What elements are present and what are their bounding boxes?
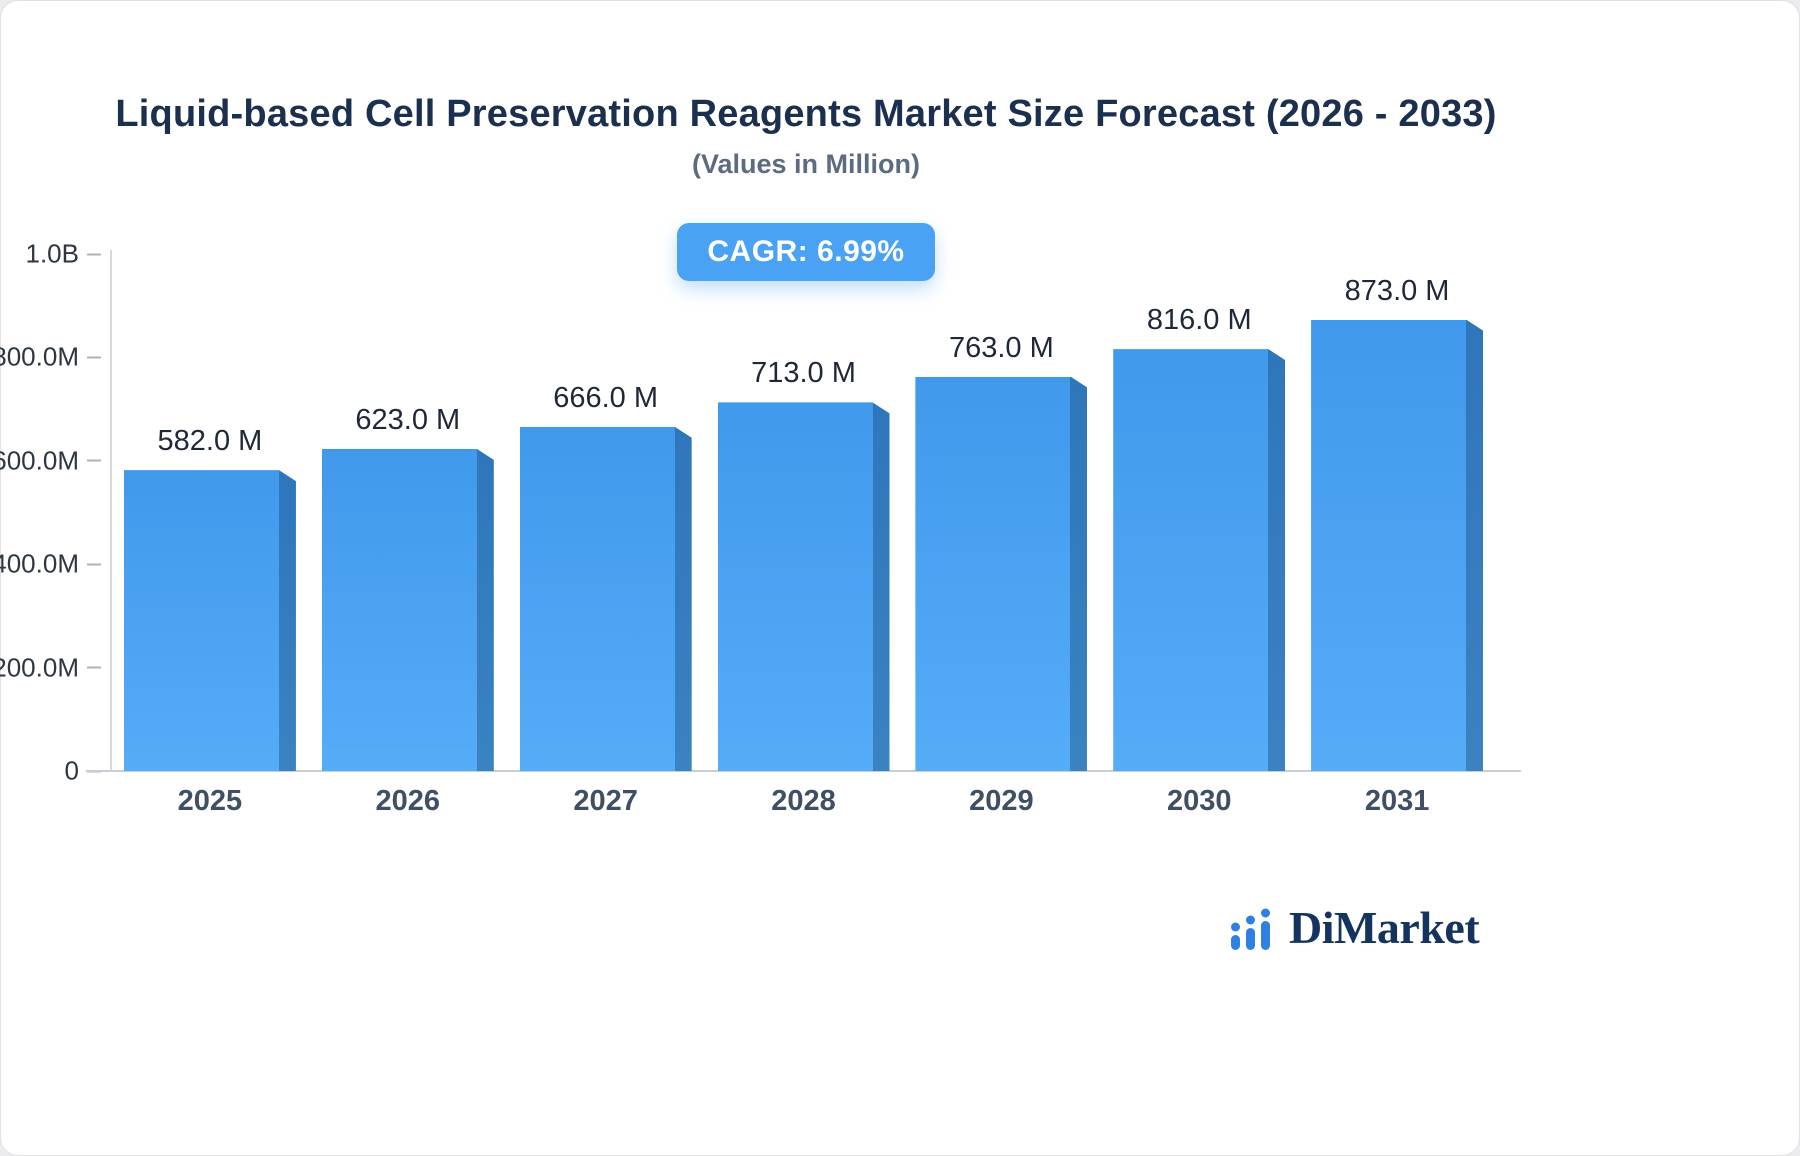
x-axis-label-2028: 2028 <box>771 785 836 817</box>
y-tick-mark <box>87 563 101 566</box>
y-tick-label: 200.0M <box>0 652 79 683</box>
x-axis-label-2030: 2030 <box>1166 785 1232 817</box>
bar-slot: 816.0 M <box>1100 254 1298 771</box>
bar-value-label: 873.0 M <box>1344 274 1450 307</box>
bar-2031[interactable] <box>1311 320 1483 771</box>
y-tick: 200.0M <box>0 652 101 683</box>
bar-slot: 713.0 M <box>705 254 903 771</box>
logo-text: DiMarket <box>1289 902 1480 953</box>
y-tick-label: 1.0B <box>25 238 80 269</box>
y-tick: 600.0M <box>0 445 101 476</box>
chart-title: Liquid-based Cell Preservation Reagents … <box>115 93 1497 135</box>
bar-2029[interactable] <box>915 377 1087 771</box>
y-tick: 800.0M <box>0 342 101 373</box>
bar-2030[interactable] <box>1113 349 1285 771</box>
bar-wrap: 623.0 M <box>322 404 494 771</box>
badge-row: CAGR: 6.99% <box>1 223 1611 281</box>
x-axis-label-2031: 2031 <box>1364 785 1430 817</box>
bar-value-label: 582.0 M <box>157 425 263 458</box>
y-tick-label: 0 <box>64 755 79 786</box>
cagr-badge: CAGR: 6.99% <box>677 223 935 281</box>
y-tick-label: 600.0M <box>0 445 79 476</box>
y-tick: 400.0M <box>0 549 101 580</box>
bar-slot: 582.0 M <box>111 254 309 771</box>
bar-value-label: 763.0 M <box>948 331 1054 364</box>
bar-slot: 873.0 M <box>1298 254 1496 771</box>
bar-2025[interactable] <box>124 470 296 771</box>
x-axis-label-2027: 2027 <box>573 785 638 817</box>
y-tick-mark <box>87 356 101 359</box>
y-axis-line <box>110 250 112 771</box>
y-tick-label: 400.0M <box>0 548 79 579</box>
y-tick-label: 800.0M <box>0 341 79 372</box>
logo-bars-icon <box>1231 908 1270 950</box>
x-axis-label-2029: 2029 <box>969 785 1034 817</box>
dimarket-logo: DiMarket <box>1229 901 1480 954</box>
y-tick-mark <box>87 666 101 669</box>
x-axis-label-2026: 2026 <box>375 785 441 817</box>
bar-value-label: 666.0 M <box>553 381 659 414</box>
bar-wrap: 816.0 M <box>1113 304 1285 771</box>
bar-value-label: 713.0 M <box>751 357 856 390</box>
bar-slot: 763.0 M <box>902 254 1100 771</box>
y-tick: 1.0B <box>25 238 101 270</box>
bar-2027[interactable] <box>520 427 692 771</box>
bar-wrap: 582.0 M <box>124 425 296 771</box>
bar-wrap: 873.0 M <box>1311 275 1483 771</box>
bar-value-label: 816.0 M <box>1146 304 1252 337</box>
y-tick-mark <box>87 253 101 255</box>
bar-2026[interactable] <box>322 449 494 771</box>
chart-subtitle: (Values in Million) <box>691 149 921 179</box>
bar-wrap: 666.0 M <box>520 382 692 771</box>
bar-slot: 666.0 M <box>507 254 705 771</box>
bar-wrap: 763.0 M <box>915 332 1087 771</box>
x-baseline <box>86 770 1521 772</box>
bar-slot: 623.0 M <box>309 254 507 771</box>
bar-value-label: 623.0 M <box>355 403 461 436</box>
y-tick-mark <box>87 459 101 462</box>
x-axis: 2025 2026 2027 2028 2029 2030 2031 <box>111 785 1496 818</box>
plot-area: 582.0 M 623.0 M 666.0 M 713.0 M 763.0 M 816.0… <box>111 254 1496 771</box>
bar-2028[interactable] <box>718 402 890 771</box>
bar-wrap: 713.0 M <box>718 357 890 771</box>
x-axis-label-2025: 2025 <box>177 785 243 817</box>
y-axis: 0 200.0M 400.0M 600.0M 800.0M 1.0B <box>0 239 101 786</box>
